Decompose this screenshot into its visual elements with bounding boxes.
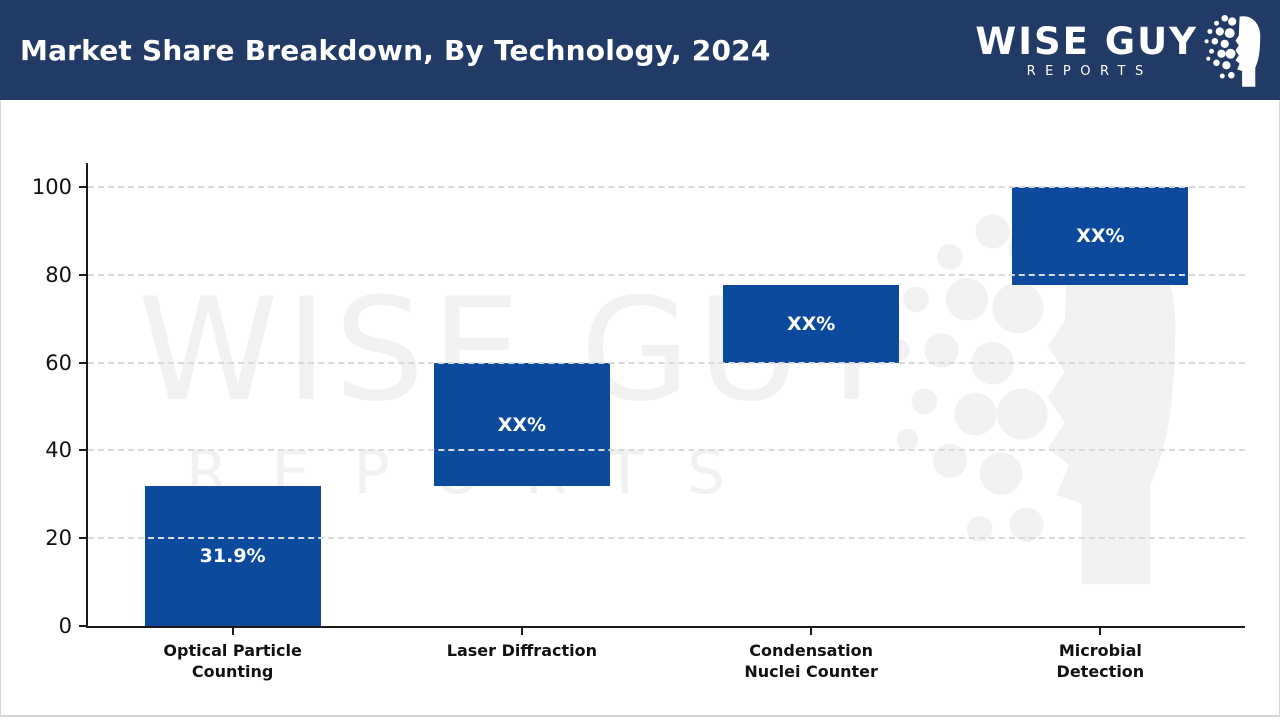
- chart-title: Market Share Breakdown, By Technology, 2…: [20, 33, 771, 67]
- y-tick-40: [79, 449, 87, 452]
- brand-subname: REPORTS: [1026, 64, 1153, 79]
- y-tick-label-80: 80: [45, 262, 72, 287]
- x-tick-microbial-detection: [1099, 628, 1102, 635]
- bar-value-label-condensation-nuclei-counter: XX%: [786, 313, 836, 336]
- bar-optical-particle-counting: [144, 485, 321, 626]
- y-tick-label-100: 100: [31, 175, 72, 199]
- y-tick-100: [79, 186, 87, 188]
- brand-logo: WISE GUY REPORTS: [975, 6, 1266, 94]
- y-tick-label-60: 60: [45, 350, 72, 375]
- x-category-label-laser-diffraction: Laser Diffraction: [372, 640, 672, 661]
- y-tick-60: [79, 361, 87, 364]
- gridline-100: [88, 186, 1245, 188]
- bar-value-label-laser-diffraction: XX%: [497, 413, 547, 436]
- x-category-label-condensation-nuclei-counter: Condensation Nuclei Counter: [661, 640, 961, 682]
- brand-name: WISE GUY: [975, 20, 1198, 63]
- x-category-line: Detection: [1056, 662, 1145, 681]
- brand-logo-text: WISE GUY REPORTS: [975, 20, 1198, 80]
- x-category-line: Nuclei Counter: [744, 662, 878, 681]
- gridline-20: [88, 537, 1245, 540]
- y-axis-line: [86, 163, 88, 628]
- x-tick-optical-particle-counting: [231, 628, 234, 635]
- x-tick-condensation-nuclei-counter: [810, 628, 813, 635]
- x-category-line: Counting: [191, 662, 274, 681]
- bar-laser-diffraction: [433, 363, 610, 486]
- y-tick-20: [79, 537, 87, 540]
- x-category-line: Microbial: [1058, 641, 1142, 660]
- brand-face-icon: [1204, 14, 1261, 87]
- gridline-60: [88, 361, 1245, 364]
- x-category-label-microbial-detection: Microbial Detection: [950, 640, 1250, 682]
- bar-microbial-detection: [1012, 187, 1189, 286]
- x-category-line: Condensation: [749, 641, 873, 660]
- y-tick-label-0: 0: [58, 614, 72, 638]
- watermark-face-dots-icon: [888, 214, 1176, 585]
- header-bar: Market Share Breakdown, By Technology, 2…: [0, 0, 1280, 100]
- y-tick-label-20: 20: [45, 526, 72, 551]
- x-axis-line: [86, 626, 1245, 628]
- y-tick-80: [79, 273, 87, 276]
- x-category-line: Laser Diffraction: [446, 641, 597, 660]
- bar-value-label-optical-particle-counting: 31.9%: [199, 544, 266, 567]
- gridline-40: [88, 449, 1245, 452]
- x-tick-laser-diffraction: [520, 628, 523, 635]
- bar-value-label-microbial-detection: XX%: [1076, 225, 1125, 248]
- gridline-80: [88, 273, 1245, 276]
- bottom-divider: [0, 715, 1280, 717]
- x-category-line: Optical Particle: [163, 641, 302, 660]
- y-tick-0: [79, 625, 87, 627]
- x-category-label-optical-particle-counting: Optical Particle Counting: [83, 640, 383, 682]
- bar-condensation-nuclei-counter: [723, 285, 900, 364]
- y-tick-label-40: 40: [45, 438, 72, 463]
